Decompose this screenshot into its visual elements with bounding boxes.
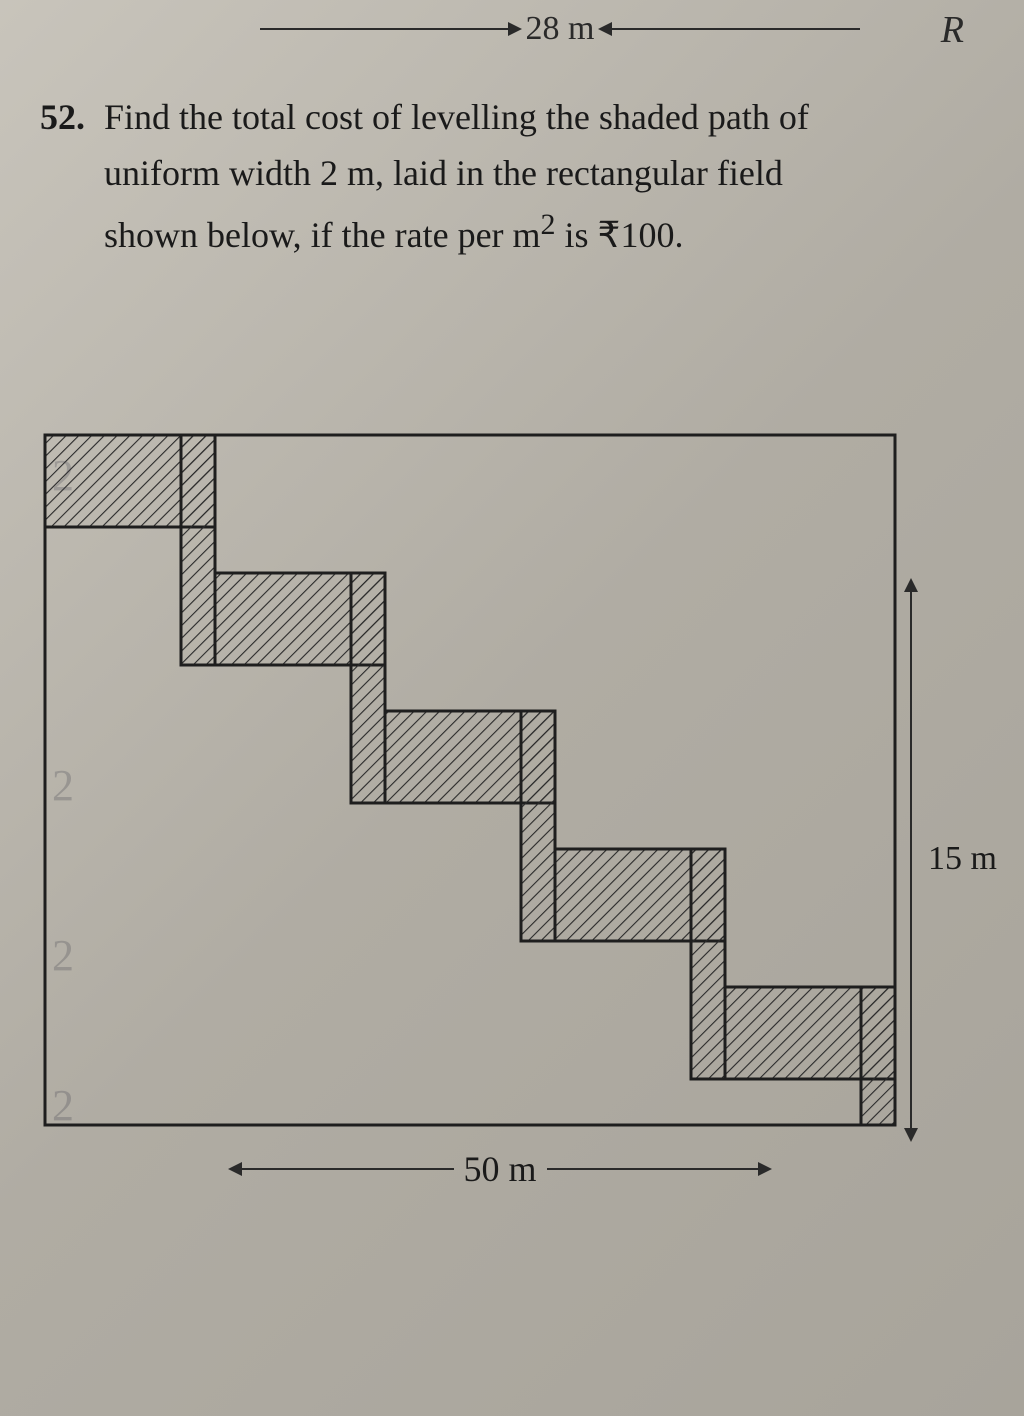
question-line1: Find the total cost of levelling the sha… (104, 97, 809, 137)
question-line3a: shown below, if the rate per m (104, 215, 541, 255)
bottom-dimension-value: 50 m (454, 1148, 547, 1190)
diagram: 15 m 50 m (30, 420, 990, 1240)
question-line2: uniform width 2 m, laid in the rectangul… (104, 153, 783, 193)
point-label-r: R (941, 8, 964, 52)
dim-arrow-left (260, 28, 520, 30)
top-dimension-value: 28 m (520, 10, 601, 48)
question-line3b: is ₹100. (556, 215, 684, 255)
bottom-dimension: 50 m (230, 1148, 770, 1190)
dim-arrow-right (547, 1168, 771, 1170)
question-sup: 2 (541, 208, 556, 241)
staircase-path-svg (30, 420, 910, 1140)
dim-arrow-vertical (910, 580, 912, 1140)
right-dimension: 15 m (900, 580, 1010, 1140)
dim-arrow-right (600, 28, 860, 30)
top-dimension: 28 m (260, 10, 860, 48)
question-number: 52. (40, 97, 85, 137)
dim-arrow-left (230, 1168, 454, 1170)
question-text: 52. Find the total cost of levelling the… (40, 90, 984, 263)
right-dimension-value: 15 m (928, 840, 997, 878)
